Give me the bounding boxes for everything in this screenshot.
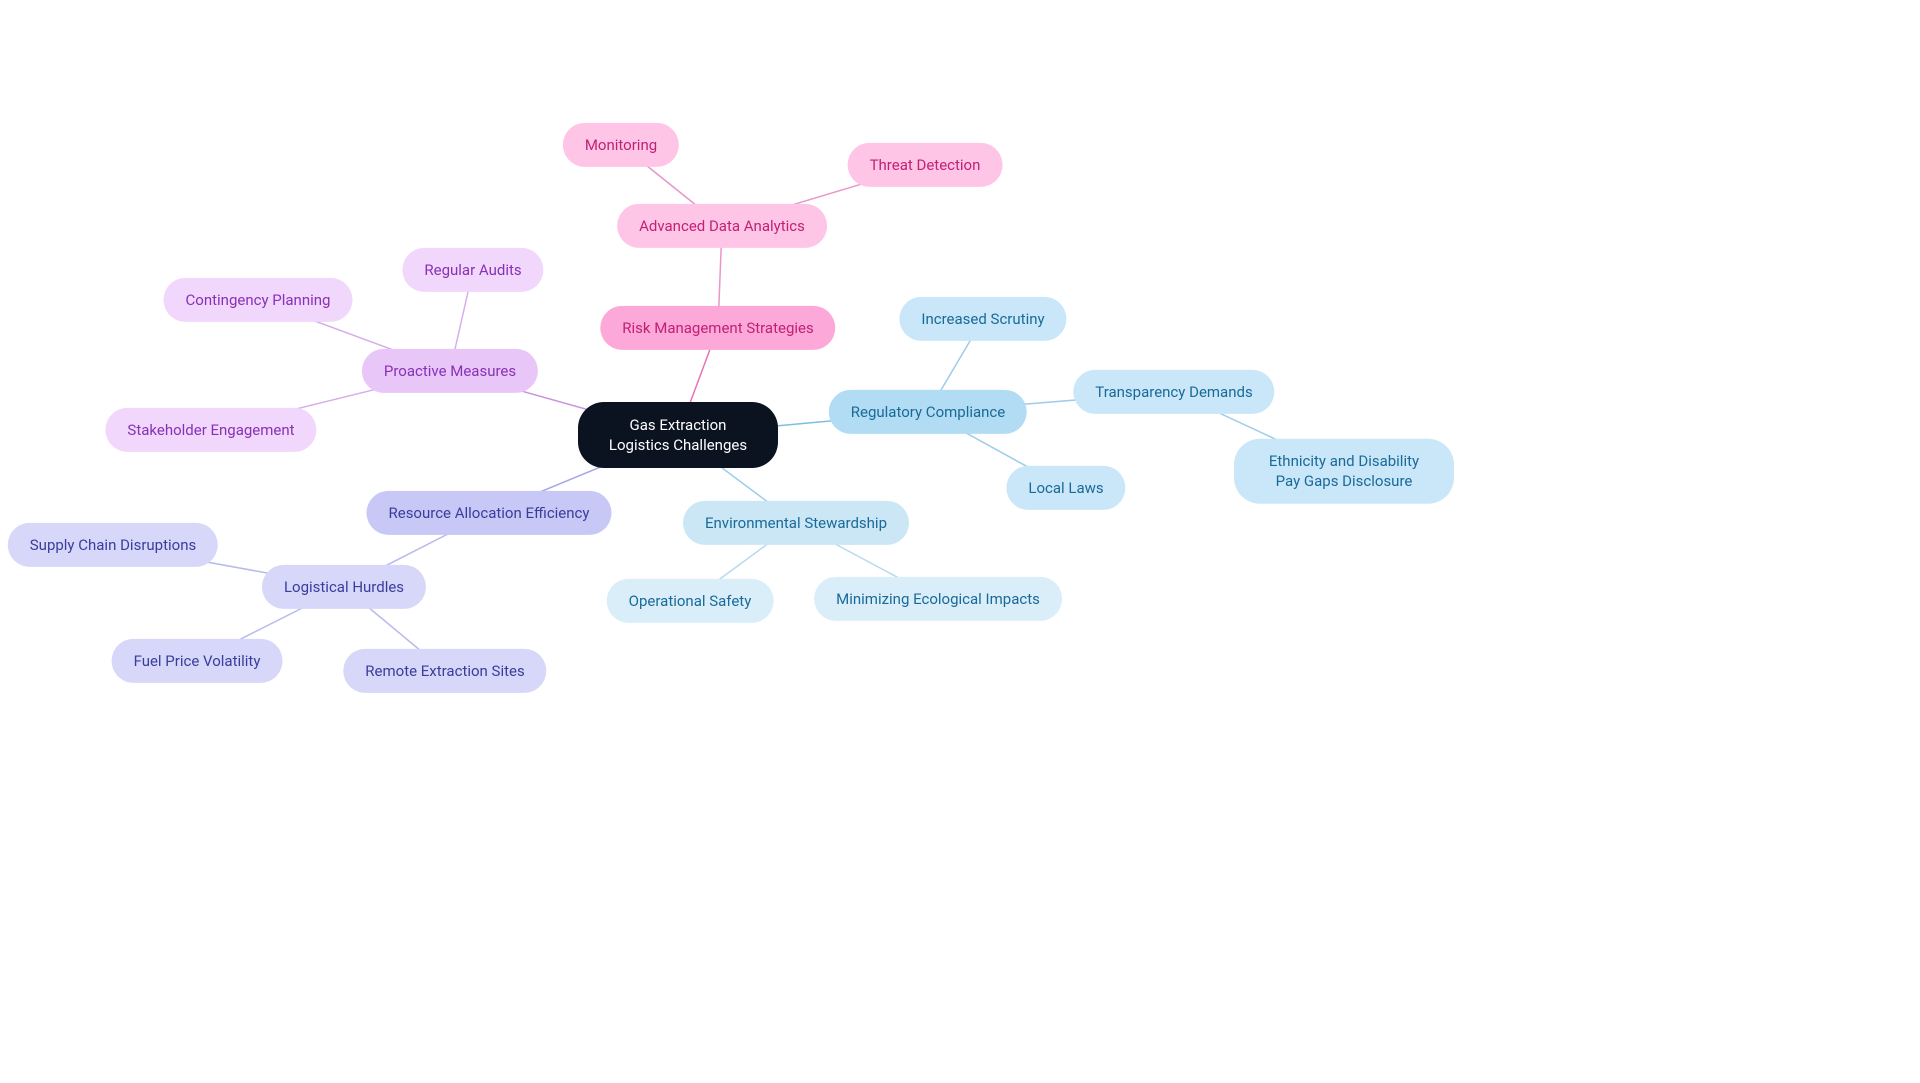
node-thr: Threat Detection xyxy=(848,143,1003,187)
node-res: Remote Extraction Sites xyxy=(343,649,546,693)
node-rms: Risk Management Strategies xyxy=(600,306,835,350)
node-ra: Regular Audits xyxy=(402,248,543,292)
node-se: Stakeholder Engagement xyxy=(105,408,316,452)
node-pm: Proactive Measures xyxy=(362,349,538,393)
node-fpv: Fuel Price Volatility xyxy=(112,639,283,683)
node-root: Gas Extraction Logistics Challenges xyxy=(578,402,778,468)
node-rc: Regulatory Compliance xyxy=(829,390,1027,434)
node-rae: Resource Allocation Efficiency xyxy=(366,491,611,535)
node-is: Increased Scrutiny xyxy=(899,297,1066,341)
node-ll: Local Laws xyxy=(1006,466,1125,510)
node-td: Transparency Demands xyxy=(1073,370,1274,414)
node-es: Environmental Stewardship xyxy=(683,501,909,545)
node-mon: Monitoring xyxy=(563,123,679,167)
node-scd: Supply Chain Disruptions xyxy=(8,523,218,567)
node-mei: Minimizing Ecological Impacts xyxy=(814,577,1062,621)
node-os: Operational Safety xyxy=(607,579,774,623)
node-ada: Advanced Data Analytics xyxy=(617,204,827,248)
node-lh: Logistical Hurdles xyxy=(262,565,426,609)
node-cp: Contingency Planning xyxy=(164,278,353,322)
node-edp: Ethnicity and Disability Pay Gaps Disclo… xyxy=(1234,439,1454,504)
